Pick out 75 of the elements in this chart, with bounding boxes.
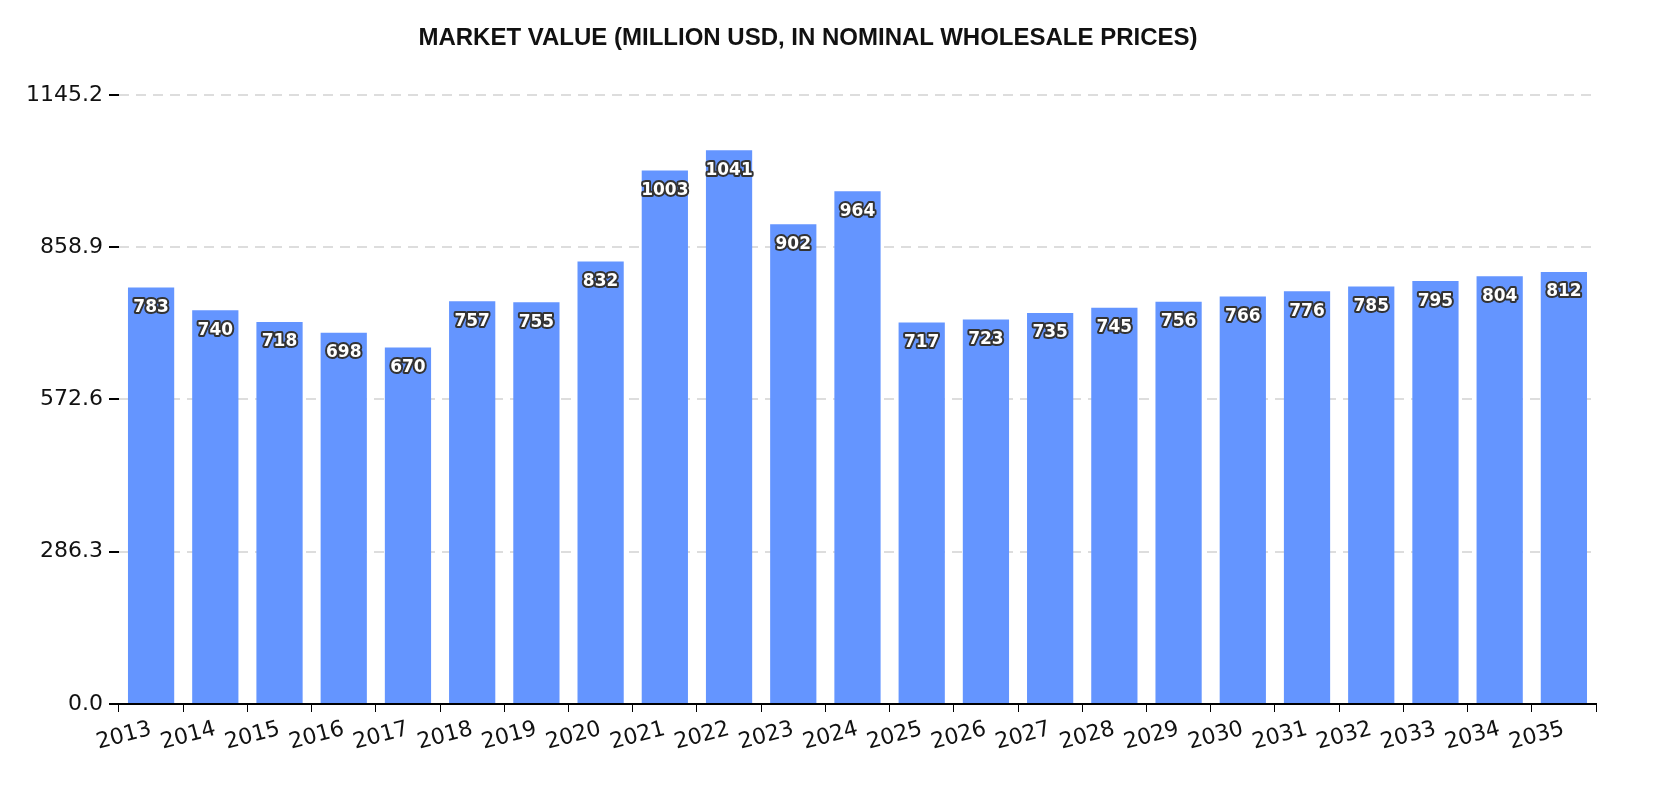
x-tick-label: 2014 [157, 714, 219, 754]
data-label: 776 [1289, 299, 1325, 320]
bar [770, 224, 817, 704]
bar [898, 322, 945, 704]
x-tick-label: 2015 [221, 714, 283, 754]
bar [577, 261, 624, 704]
data-label: 785 [1353, 294, 1389, 315]
x-tick-label: 2023 [735, 714, 797, 754]
data-label: 1041 [705, 158, 753, 179]
data-label: 755 [518, 310, 555, 331]
bar [1219, 296, 1266, 704]
data-label: 766 [1225, 304, 1261, 325]
y-tick-label: 572.6 [39, 385, 103, 411]
data-label: 757 [454, 309, 490, 330]
data-label: 756 [1160, 310, 1197, 331]
bar [513, 302, 560, 704]
y-tick-label: 1145.2 [25, 80, 103, 106]
bar [384, 347, 432, 704]
data-label: 723 [968, 327, 1004, 348]
x-tick-label: 2016 [285, 714, 347, 754]
y-tick-label: 858.9 [39, 232, 103, 258]
x-tick-label: 2026 [928, 714, 989, 754]
bar [449, 301, 496, 704]
bar [705, 150, 753, 704]
data-label: 783 [133, 295, 169, 316]
x-tick-label: 2013 [93, 714, 154, 754]
y-tick-label: 286.3 [39, 537, 103, 563]
data-label: 795 [1417, 289, 1454, 310]
bar [1091, 307, 1138, 704]
data-label: 1003 [641, 178, 689, 199]
x-tick-label: 2028 [1056, 714, 1118, 754]
x-tick-label: 2033 [1377, 714, 1439, 754]
x-tick-label: 2035 [1506, 714, 1567, 754]
x-tick-label: 2018 [414, 714, 475, 754]
bar [1283, 291, 1331, 704]
x-tick-label: 2017 [350, 714, 411, 754]
data-label: 740 [197, 318, 234, 339]
data-label: 717 [903, 331, 940, 352]
x-tick-label: 2034 [1441, 714, 1503, 754]
x-tick-label: 2032 [1313, 714, 1375, 754]
bar [192, 310, 239, 704]
data-label: 804 [1481, 284, 1518, 305]
data-label: 735 [1032, 321, 1068, 342]
data-label: 812 [1546, 280, 1582, 301]
data-label: 718 [261, 330, 298, 351]
bar [1155, 301, 1202, 704]
bar [1348, 286, 1395, 704]
data-label: 745 [1096, 316, 1133, 337]
x-tick-label: 2030 [1185, 714, 1246, 754]
x-tick-label: 2025 [863, 714, 925, 754]
data-label: 698 [325, 341, 362, 362]
x-tick-label: 2022 [671, 714, 732, 754]
chart-title: MARKET VALUE (MILLION USD, IN NOMINAL WHOLESALE PRICES) [418, 23, 1198, 51]
data-label: 902 [775, 232, 812, 253]
bar [834, 191, 881, 704]
y-tick-label: 0.0 [67, 689, 103, 715]
x-tick-label: 2027 [992, 714, 1053, 754]
bar [962, 319, 1010, 704]
bar [641, 170, 688, 704]
x-tick-label: 2020 [542, 714, 604, 754]
bar [1412, 281, 1459, 704]
x-tick-label: 2031 [1249, 714, 1310, 754]
bar [1540, 272, 1588, 704]
bar [320, 332, 367, 704]
bar [1476, 276, 1523, 704]
x-tick-label: 2024 [799, 714, 861, 754]
bar [256, 322, 303, 704]
x-tick-label: 2021 [607, 714, 668, 754]
x-tick-label: 2029 [1120, 714, 1182, 754]
data-label: 964 [839, 199, 876, 220]
bar [127, 287, 175, 704]
data-label: 670 [390, 356, 426, 377]
data-label: 832 [582, 269, 619, 290]
bar [1027, 313, 1074, 704]
x-tick-label: 2019 [478, 714, 540, 754]
